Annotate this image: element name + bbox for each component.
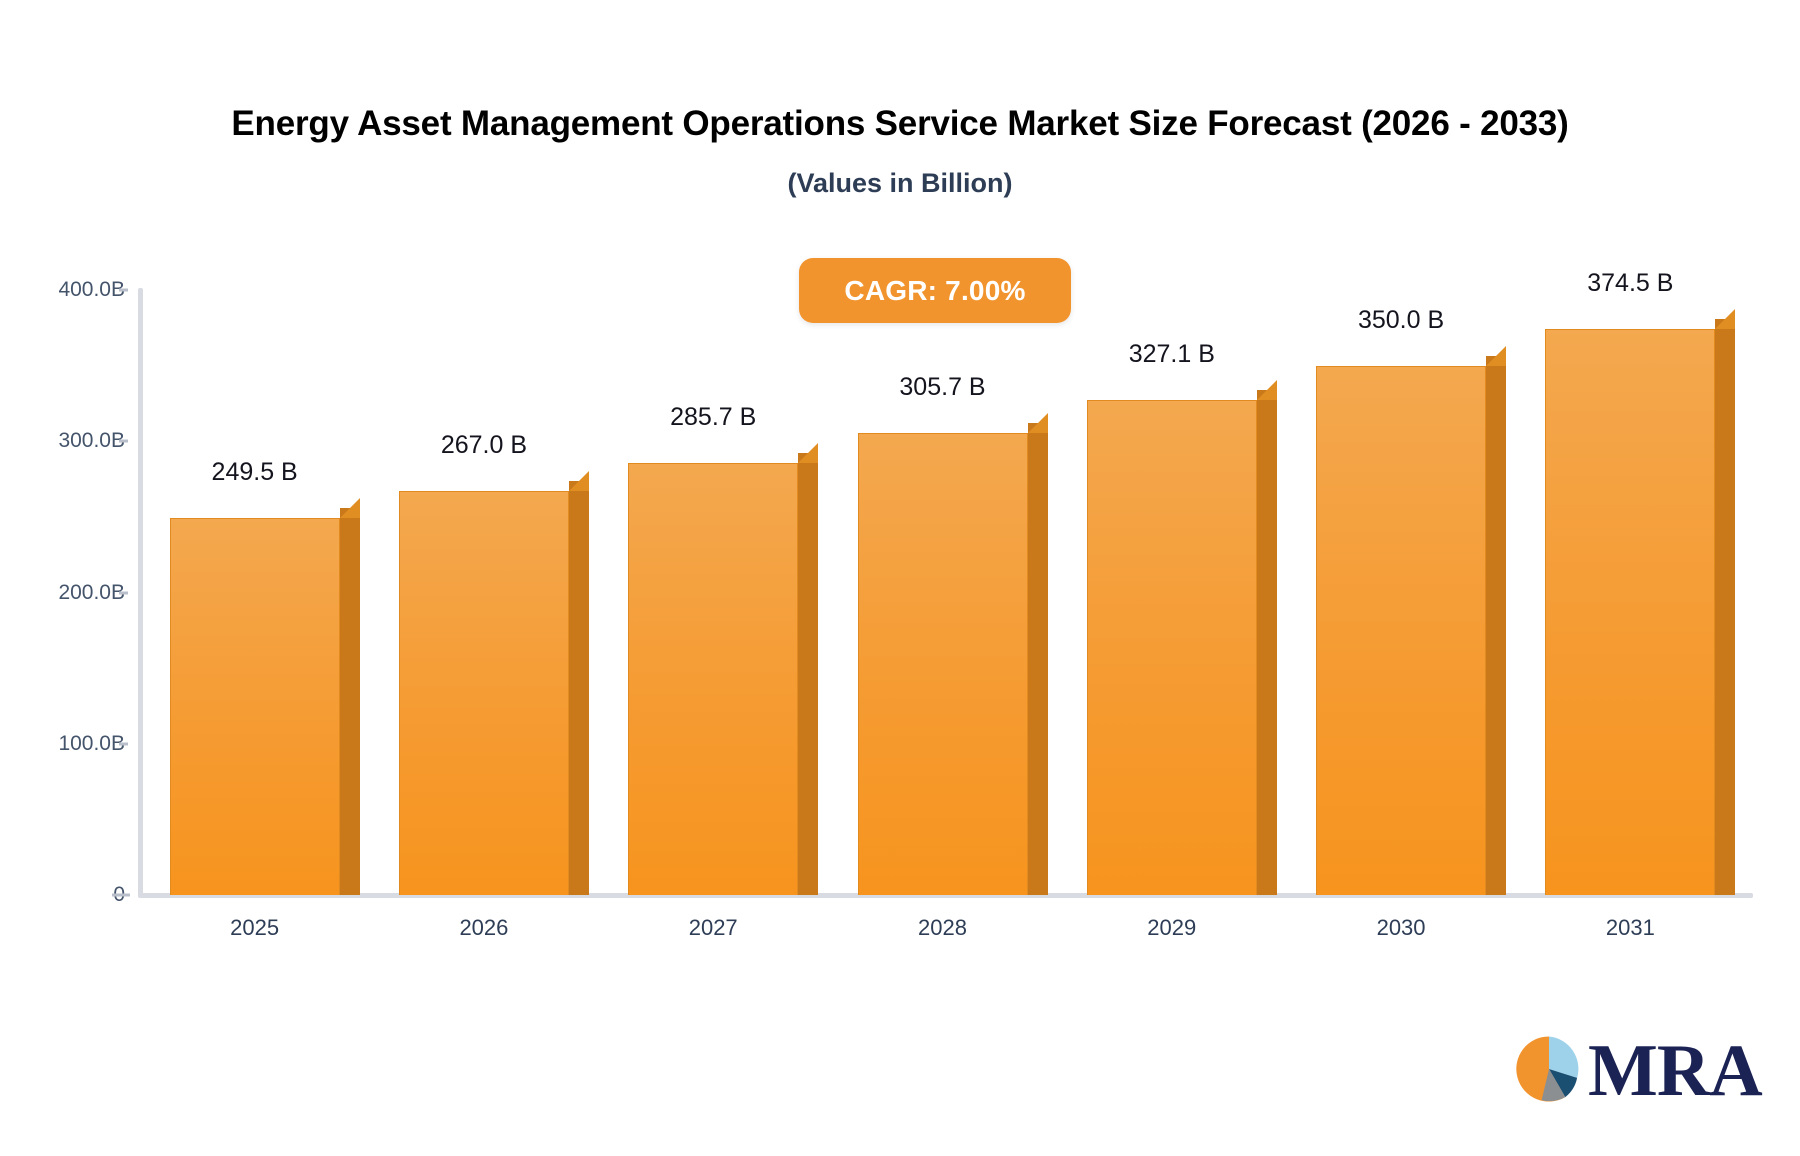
bar-front-face <box>1316 365 1487 895</box>
bar <box>1316 345 1507 895</box>
cagr-badge: CAGR: 7.00% <box>799 258 1071 323</box>
bar <box>1086 380 1277 895</box>
bar-front-face <box>1545 328 1716 895</box>
bar-top-face <box>1486 345 1507 366</box>
bar-side-face <box>1256 390 1277 895</box>
bar-side-face <box>339 507 360 895</box>
y-axis-tick-label: 300.0B <box>58 429 125 453</box>
bar-front-face <box>628 462 799 895</box>
cagr-badge-label: CAGR: 7.00% <box>844 274 1026 306</box>
y-axis-tick-label: 200.0B <box>58 580 125 604</box>
bar-value-label: 350.0 B <box>1357 305 1445 334</box>
bar-front-face <box>1086 400 1257 895</box>
x-axis-line <box>138 893 1753 898</box>
bar <box>169 497 360 895</box>
bar-front-face <box>857 432 1028 895</box>
bar-value-label: 249.5 B <box>211 457 298 486</box>
bar-top-face <box>1256 380 1277 401</box>
bar-top-face <box>1715 308 1736 329</box>
mra-logo: MRA <box>1512 1030 1763 1113</box>
bar <box>1545 308 1736 895</box>
bar-front-face <box>398 491 569 895</box>
bar-side-face <box>1486 355 1507 895</box>
bar-front-face <box>169 517 340 895</box>
y-axis-tick-mark <box>112 893 130 897</box>
bar-value-label: 305.7 B <box>899 372 986 401</box>
bar-value-label: 285.7 B <box>670 402 757 431</box>
x-axis-tick-label: 2027 <box>688 915 738 940</box>
pie-chart-icon <box>1512 1032 1586 1111</box>
chart-title: Energy Asset Management Operations Servi… <box>231 104 1569 143</box>
bar-side-face <box>568 481 589 895</box>
bar-top-face <box>568 471 589 492</box>
bar-side-face <box>1027 422 1048 895</box>
chart-subtitle: (Values in Billion) <box>787 168 1013 198</box>
x-axis-tick-label: 2026 <box>459 915 509 940</box>
y-axis-tick-mark <box>119 742 128 746</box>
y-axis-tick-mark <box>119 288 128 292</box>
bar-top-face <box>1027 412 1048 433</box>
y-axis-tick-label: 0 <box>5 883 125 907</box>
bar-value-label: 267.0 B <box>440 431 528 460</box>
x-axis-tick-label: 2029 <box>1147 915 1197 940</box>
y-axis-tick-label: 400.0B <box>58 278 125 301</box>
x-axis-tick-label: 2031 <box>1605 915 1655 940</box>
logo-wordmark: MRA <box>1588 1030 1763 1113</box>
bar <box>857 412 1048 895</box>
bar-value-label: 374.5 B <box>1587 268 1674 297</box>
y-axis-line <box>138 288 143 896</box>
x-axis-tick-label: 2025 <box>230 915 280 940</box>
bar-side-face <box>1715 318 1736 895</box>
x-axis-tick-label: 2030 <box>1376 915 1426 940</box>
bar-value-label: 327.1 B <box>1128 340 1215 369</box>
y-axis-tick-label: 100.0B <box>58 731 125 755</box>
bar <box>628 442 819 895</box>
x-axis-tick-label: 2028 <box>918 915 967 940</box>
y-axis-tick-mark <box>119 591 128 594</box>
bar-side-face <box>798 452 819 895</box>
y-axis-tick-mark <box>119 439 128 443</box>
bar-top-face <box>798 442 819 463</box>
bar <box>398 471 589 895</box>
bar-top-face <box>339 497 360 518</box>
